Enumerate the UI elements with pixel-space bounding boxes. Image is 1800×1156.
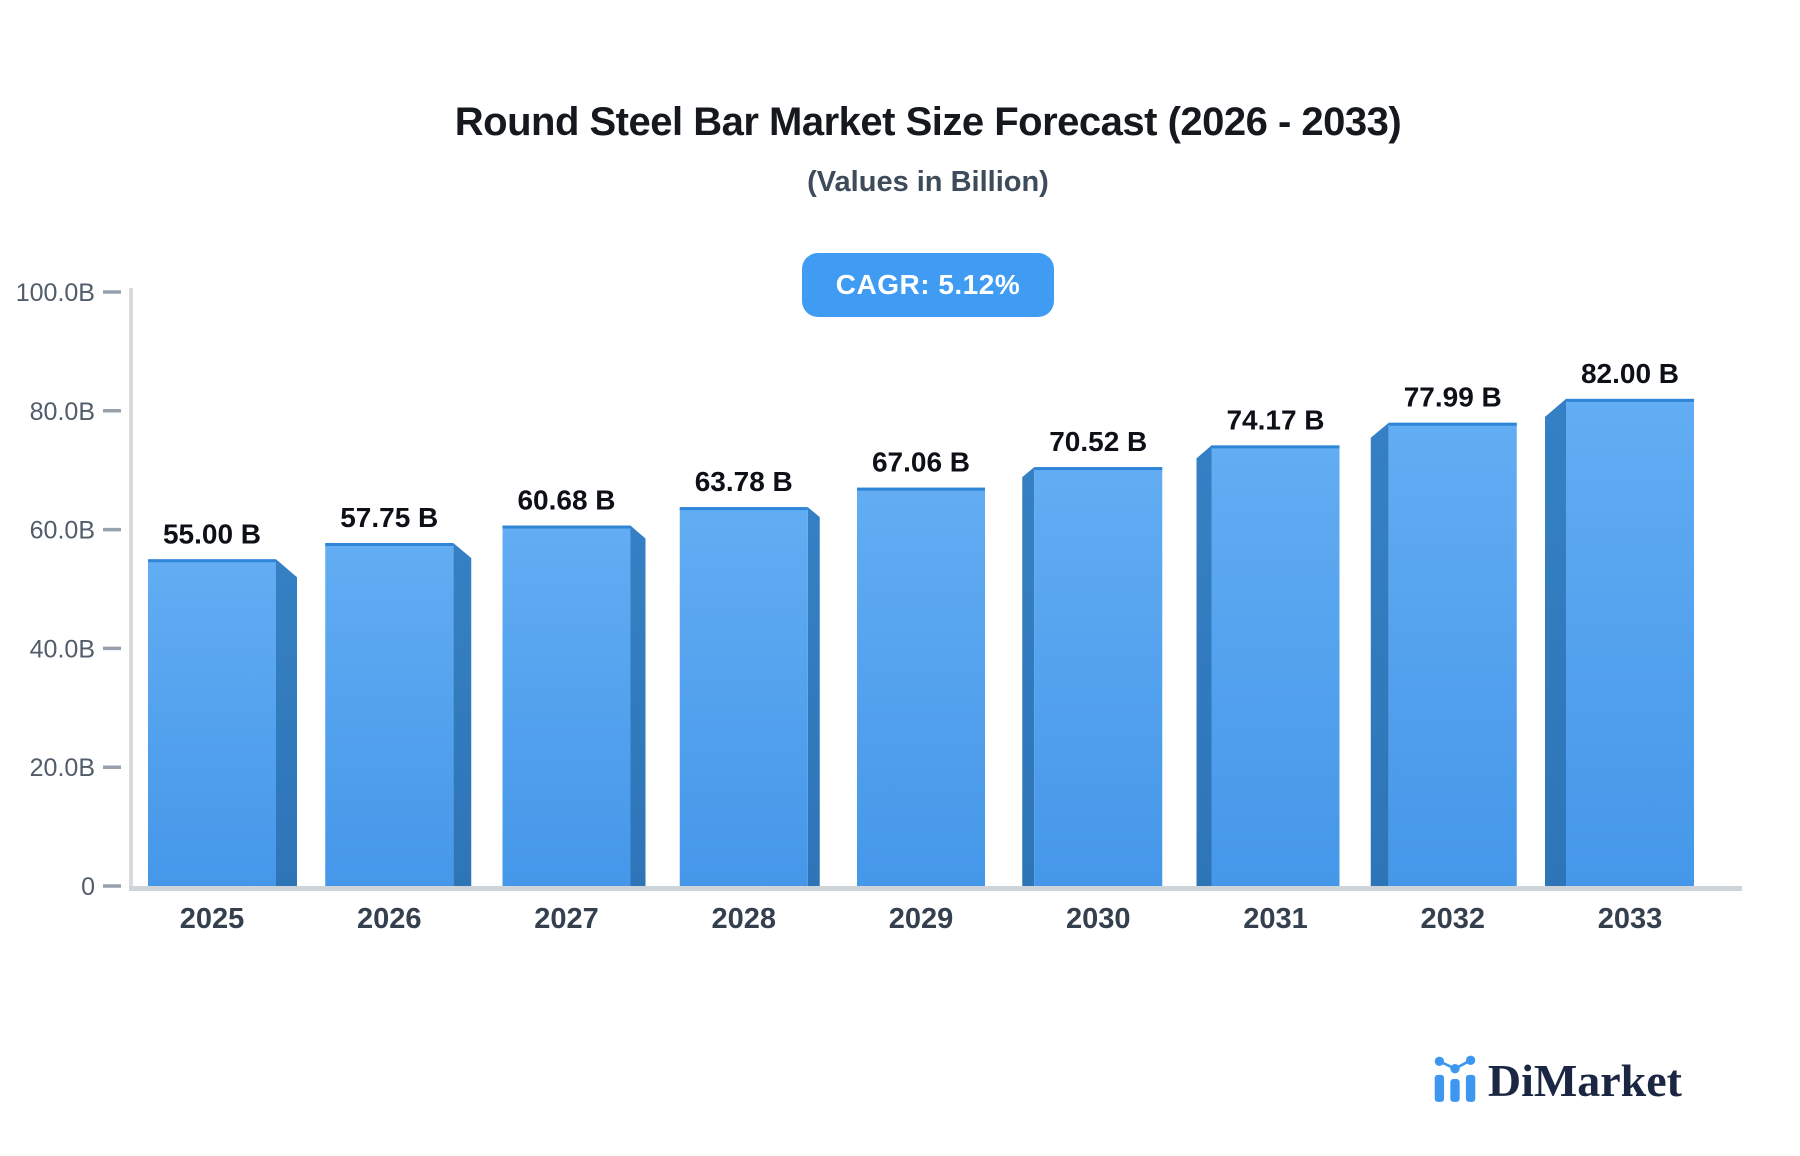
x-axis-label-2028: 2028 [711,903,776,935]
y-tick-label: 60.0B [30,517,95,545]
bar-value-label: 55.00 B [163,518,261,549]
mini-bar-chart-icon [1434,1055,1476,1102]
y-tick-label: 100.0B [16,279,95,307]
bar-side-face [1022,467,1035,886]
bar-value-label: 74.17 B [1226,404,1324,435]
brand-name: DiMarket [1487,1055,1682,1106]
bar-2030 [1034,467,1163,886]
bar-2031 [1211,445,1340,886]
bar-value-label: 57.75 B [340,502,438,533]
bar-side-face [1196,445,1212,886]
x-axis-label-2031: 2031 [1243,903,1308,935]
x-axis-label-2033: 2033 [1598,903,1663,935]
y-tick-label: 40.0B [30,635,95,663]
bar-value-label: 82.00 B [1581,358,1679,389]
bar-2029 [857,487,985,886]
bar-value-label: 70.52 B [1049,426,1147,457]
x-axis-label-2026: 2026 [357,903,422,935]
cagr-badge-wrap: CAGR: 5.12% [28,253,1800,317]
bar-2032 [1388,422,1517,886]
x-axis-label-2032: 2032 [1420,903,1485,935]
x-axis-label-2027: 2027 [534,903,599,935]
bar-2028 [679,507,808,886]
x-axis-label-2025: 2025 [180,903,245,935]
bar-value-label: 63.78 B [695,466,793,497]
bar-value-label: 60.68 B [517,485,615,516]
bar-2027 [502,525,631,886]
bar-value-label: 67.06 B [872,447,970,478]
cagr-badge: CAGR: 5.12% [801,253,1055,317]
bar-side-face [453,542,472,886]
chart-title: Round Steel Bar Market Size Forecast (20… [454,100,1402,144]
bar-side-face [1545,398,1566,886]
y-tick-label: 80.0B [30,398,95,426]
bar-value-label: 77.99 B [1404,382,1502,413]
bar-side-face [630,525,646,886]
chart-subtitle: (Values in Billion) [807,166,1049,198]
bar-side-face [276,559,297,886]
bar-side-face [807,507,820,886]
y-tick-label: 20.0B [30,754,95,782]
brand-logo: DiMarket [1432,1052,1682,1104]
y-tick-label: 0 [81,873,95,901]
bar-2033 [1566,398,1694,886]
bar-2026 [325,542,454,886]
bar-2025 [148,559,276,886]
bar-side-face [1370,422,1389,886]
x-axis-label-2030: 2030 [1066,903,1131,935]
x-axis-label-2029: 2029 [889,903,954,935]
